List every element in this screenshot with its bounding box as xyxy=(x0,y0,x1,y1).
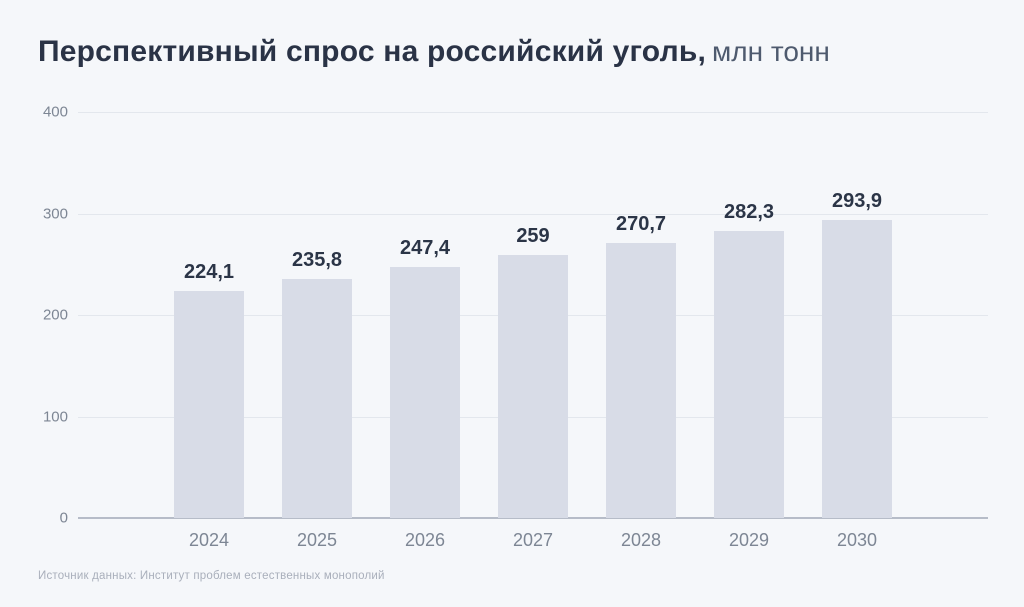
bar-value-label: 247,4 xyxy=(399,236,451,259)
source-note: Источник данных: Институт проблем естест… xyxy=(38,570,385,582)
bar-2027 xyxy=(498,255,568,518)
x-tick-label: 2027 xyxy=(512,530,554,550)
y-tick-label: 200 xyxy=(42,306,68,324)
y-tick-label: 400 xyxy=(42,103,68,121)
bar-2029 xyxy=(714,231,784,518)
gridline xyxy=(78,112,988,113)
bar-value-label: 282,3 xyxy=(723,201,775,224)
bar-2030 xyxy=(822,219,892,518)
bar-value-label: 235,8 xyxy=(291,248,343,271)
bar-2025 xyxy=(282,278,352,518)
y-axis-labels: 0 100 200 300 400 xyxy=(0,104,68,527)
gridline xyxy=(78,213,988,215)
bar-2024 xyxy=(174,290,244,518)
y-tick-label: 100 xyxy=(42,408,68,425)
x-tick-label: 2029 xyxy=(728,530,770,550)
chart-title-text: Перспективный спрос на российский уголь, xyxy=(38,35,707,68)
x-tick-label: 2024 xyxy=(188,530,230,550)
bar-chart-plot-area: 224,1 2024 235,8 2025 247,4 2026 259 2027 270,7 2… xyxy=(78,112,988,550)
bar-value-label: 293,9 xyxy=(831,189,883,212)
bar-2028 xyxy=(606,243,676,518)
bar-value-label: 270,7 xyxy=(615,213,667,236)
x-tick-label: 2026 xyxy=(404,530,446,550)
bar-value-label: 224,1 xyxy=(183,260,235,283)
y-tick-label: 0 xyxy=(59,509,68,527)
y-tick-label: 300 xyxy=(42,205,68,222)
x-axis-baseline xyxy=(78,517,988,519)
bar-value-label: 259 xyxy=(516,225,550,248)
chart-title: Перспективный спрос на российский уголь,… xyxy=(38,34,830,70)
x-tick-label: 2030 xyxy=(836,530,878,550)
chart-title-units: млн тонн xyxy=(712,36,830,67)
x-tick-label: 2025 xyxy=(296,530,338,550)
x-tick-label: 2028 xyxy=(620,530,662,550)
bar-2026 xyxy=(390,266,460,518)
